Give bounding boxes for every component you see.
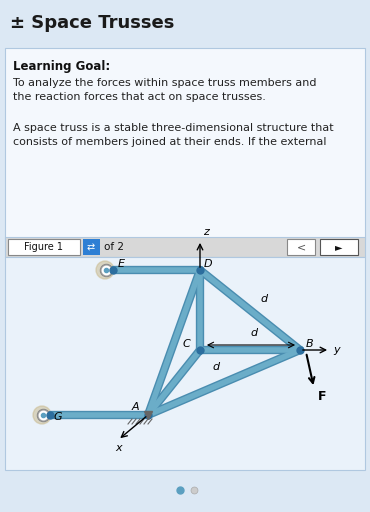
Text: x: x	[115, 443, 122, 453]
Text: E: E	[118, 259, 124, 269]
Text: of 2: of 2	[104, 242, 124, 252]
Text: C: C	[182, 339, 190, 349]
Text: Learning Goal:: Learning Goal:	[13, 60, 110, 73]
Text: A: A	[131, 402, 139, 412]
Text: ►: ►	[335, 242, 343, 252]
Text: d: d	[260, 294, 267, 304]
Text: G: G	[54, 412, 62, 422]
FancyBboxPatch shape	[287, 239, 315, 255]
Text: ⇄: ⇄	[87, 242, 95, 252]
Text: F: F	[318, 390, 326, 403]
Text: y: y	[333, 345, 340, 355]
Text: Figure 1: Figure 1	[24, 242, 64, 252]
Bar	[5, 237, 365, 257]
Circle shape	[33, 406, 51, 424]
Text: D: D	[204, 259, 212, 269]
Text: A space truss is a stable three-dimensional structure that
consists of members j: A space truss is a stable three-dimensio…	[13, 123, 334, 147]
Circle shape	[96, 261, 114, 279]
Text: B: B	[306, 339, 314, 349]
Text: d: d	[212, 362, 219, 372]
FancyBboxPatch shape	[5, 257, 365, 470]
Text: To analyze the forces within space truss members and
the reaction forces that ac: To analyze the forces within space truss…	[13, 78, 316, 102]
Text: d: d	[250, 328, 257, 338]
FancyBboxPatch shape	[5, 48, 365, 239]
Bar	[0, 0, 370, 45]
Text: ± Space Trusses: ± Space Trusses	[10, 14, 174, 32]
Text: <: <	[296, 242, 306, 252]
FancyBboxPatch shape	[83, 239, 100, 255]
FancyBboxPatch shape	[8, 239, 80, 255]
FancyBboxPatch shape	[320, 239, 358, 255]
Text: z: z	[203, 227, 209, 237]
